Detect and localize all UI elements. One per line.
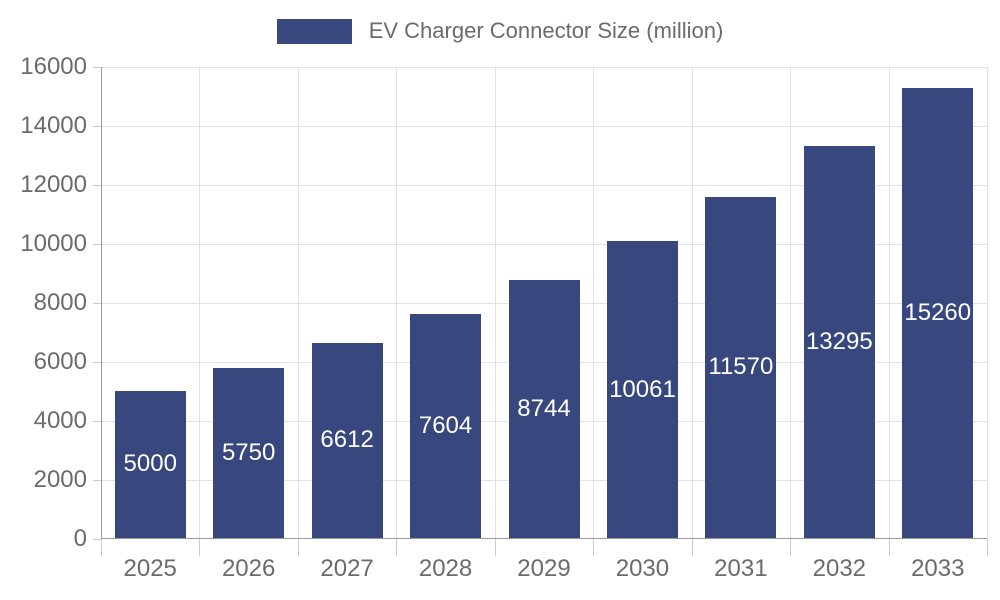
bar-value-label: 10061 (609, 375, 676, 403)
bar: 13295 (803, 145, 875, 538)
x-axis-label: 2025 (123, 555, 177, 582)
x-axis-tick (593, 539, 595, 556)
y-axis-tick (93, 362, 101, 363)
y-axis-label: 4000 (33, 407, 87, 434)
y-axis-label: 8000 (33, 289, 87, 316)
bar: 11570 (705, 196, 777, 538)
gridline-vertical (790, 67, 792, 539)
y-axis-label: 6000 (33, 348, 87, 375)
y-axis-tick (93, 244, 101, 245)
y-axis-tick (93, 303, 101, 304)
bar: 5000 (114, 390, 186, 538)
x-axis-tick (297, 539, 299, 556)
x-axis-tick (790, 539, 792, 556)
x-axis-label: 2026 (221, 555, 276, 582)
x-axis-tick (101, 539, 102, 556)
y-axis-label: 10000 (20, 230, 87, 257)
y-axis-tick (93, 539, 101, 540)
y-axis-tick (93, 126, 101, 127)
bar-value-label: 15260 (904, 298, 972, 326)
x-axis-line (101, 538, 987, 539)
gridline-horizontal (101, 67, 987, 68)
x-axis-label: 2028 (418, 555, 473, 582)
x-axis-label: 2031 (714, 555, 768, 582)
bar: 8744 (508, 280, 580, 538)
bar: 7604 (410, 313, 482, 538)
x-axis-tick (888, 539, 890, 556)
x-axis-label: 2027 (320, 555, 374, 582)
gridline-vertical (691, 67, 693, 539)
legend-label: EV Charger Connector Size (million) (368, 18, 724, 43)
x-axis-label: 2030 (615, 555, 670, 582)
gridline-vertical (593, 67, 595, 539)
gridline-vertical (297, 67, 299, 539)
legend-swatch (276, 18, 352, 44)
bar-value-label: 7604 (418, 411, 473, 439)
bar: 15260 (902, 87, 974, 538)
y-axis-label: 12000 (20, 171, 87, 198)
y-axis-line (101, 67, 102, 539)
y-axis-tick (93, 480, 101, 481)
y-axis-label: 16000 (20, 53, 87, 80)
bar-value-label: 13295 (805, 327, 873, 355)
bar: 10061 (606, 241, 678, 538)
x-axis-label: 2029 (517, 555, 571, 582)
bar-value-label: 8744 (517, 395, 571, 423)
gridline-vertical (494, 67, 496, 539)
bar-value-label: 5750 (221, 439, 276, 467)
x-axis-label: 2032 (812, 555, 867, 582)
x-axis-tick (691, 539, 693, 556)
y-axis-tick (93, 421, 101, 422)
y-axis-label: 14000 (20, 112, 87, 139)
gridline-vertical (987, 67, 988, 539)
x-axis-tick (987, 539, 988, 556)
gridline-horizontal (101, 185, 987, 186)
y-axis-tick (93, 185, 101, 186)
bar: 6612 (311, 342, 383, 538)
bar-value-label: 6612 (320, 426, 374, 454)
plot-area: 0 2000 4000 6000 8000 10000 12000 14000 16000 500… (20, 53, 988, 582)
bar: 5750 (213, 368, 285, 538)
gridline-vertical (888, 67, 890, 539)
bar-value-label: 5000 (123, 450, 177, 478)
y-axis-label: 2000 (33, 466, 87, 493)
bar-value-label: 11570 (708, 353, 774, 381)
x-axis-tick (396, 539, 398, 556)
gridline-horizontal (101, 244, 987, 245)
y-axis-tick (93, 67, 101, 68)
gridline-vertical (199, 67, 201, 539)
x-axis-label: 2033 (911, 555, 965, 582)
gridline-horizontal (101, 126, 987, 127)
legend: EV Charger Connector Size (million) (0, 18, 1000, 44)
x-axis-tick (494, 539, 496, 556)
x-axis-tick (199, 539, 201, 556)
gridline-vertical (396, 67, 398, 539)
y-axis-label: 0 (73, 525, 87, 552)
